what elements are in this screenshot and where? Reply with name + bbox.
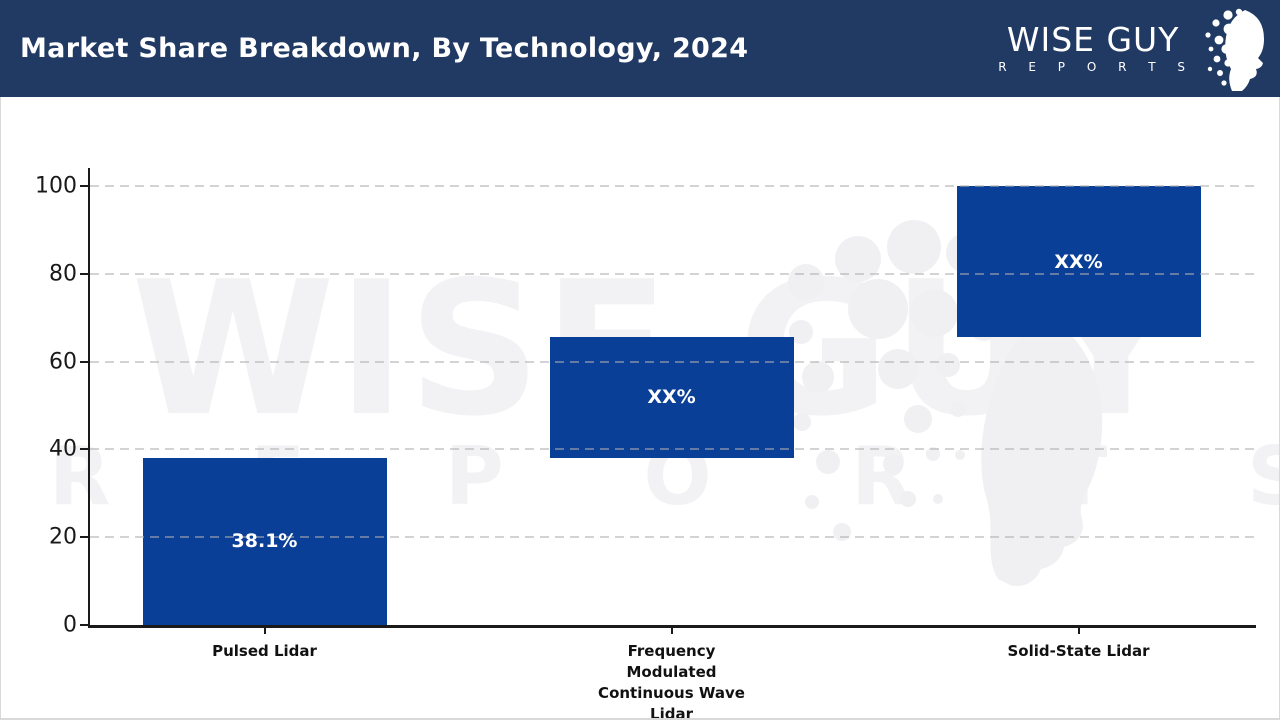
y-tick-mark: [80, 360, 88, 363]
x-tick-mark: [670, 628, 673, 634]
wise-guy-reports-logo: WISE GUY R E P O R T S: [992, 7, 1280, 91]
bar-segment: [549, 337, 794, 458]
x-tick-mark: [263, 628, 266, 634]
y-tick-mark: [80, 272, 88, 275]
bar-value-label: 38.1%: [231, 530, 298, 553]
page-title: Market Share Breakdown, By Technology, 2…: [20, 33, 749, 64]
bar-segment: [142, 457, 387, 625]
y-tick-label: 20: [49, 524, 77, 550]
x-category-label: Pulsed Lidar: [212, 642, 317, 660]
y-tick-label: 0: [63, 612, 77, 638]
y-tick-mark: [80, 536, 88, 539]
y-tick-label: 80: [49, 261, 77, 287]
gridline: [90, 360, 1254, 363]
y-tick-label: 60: [49, 349, 77, 375]
bar-value-label: XX%: [1054, 250, 1103, 273]
y-tick-label: 40: [49, 436, 77, 462]
y-tick-mark: [80, 448, 88, 451]
gridline: [90, 272, 1254, 275]
chart-card: WISE GUY R E P O R T S 0 20 40 60 80 100 38.1%…: [0, 97, 1280, 720]
gridline: [90, 448, 1254, 451]
x-category-label: Solid-State Lidar: [1007, 642, 1150, 660]
bar-value-label: XX%: [647, 386, 696, 409]
gridline: [90, 185, 1254, 187]
logo-text: WISE GUY R E P O R T S: [992, 23, 1194, 74]
header-banner: Market Share Breakdown, By Technology, 2…: [0, 0, 1280, 97]
dotted-profile-face-icon: [1205, 8, 1264, 91]
bar-segment: [956, 186, 1201, 338]
y-axis-spine: [88, 168, 90, 625]
y-tick-mark: [80, 624, 88, 626]
logo-wordmark: WISE GUY: [1006, 20, 1180, 59]
y-tick-label: 100: [35, 173, 77, 199]
y-tick-mark: [80, 185, 88, 187]
x-category-label: Frequency Modulated Continuous Wave Lidar: [598, 642, 745, 720]
x-tick-mark: [1077, 628, 1080, 634]
gridline: [90, 536, 1254, 539]
logo-subtitle: R E P O R T S: [998, 60, 1194, 74]
x-axis-spine: [88, 625, 1256, 628]
